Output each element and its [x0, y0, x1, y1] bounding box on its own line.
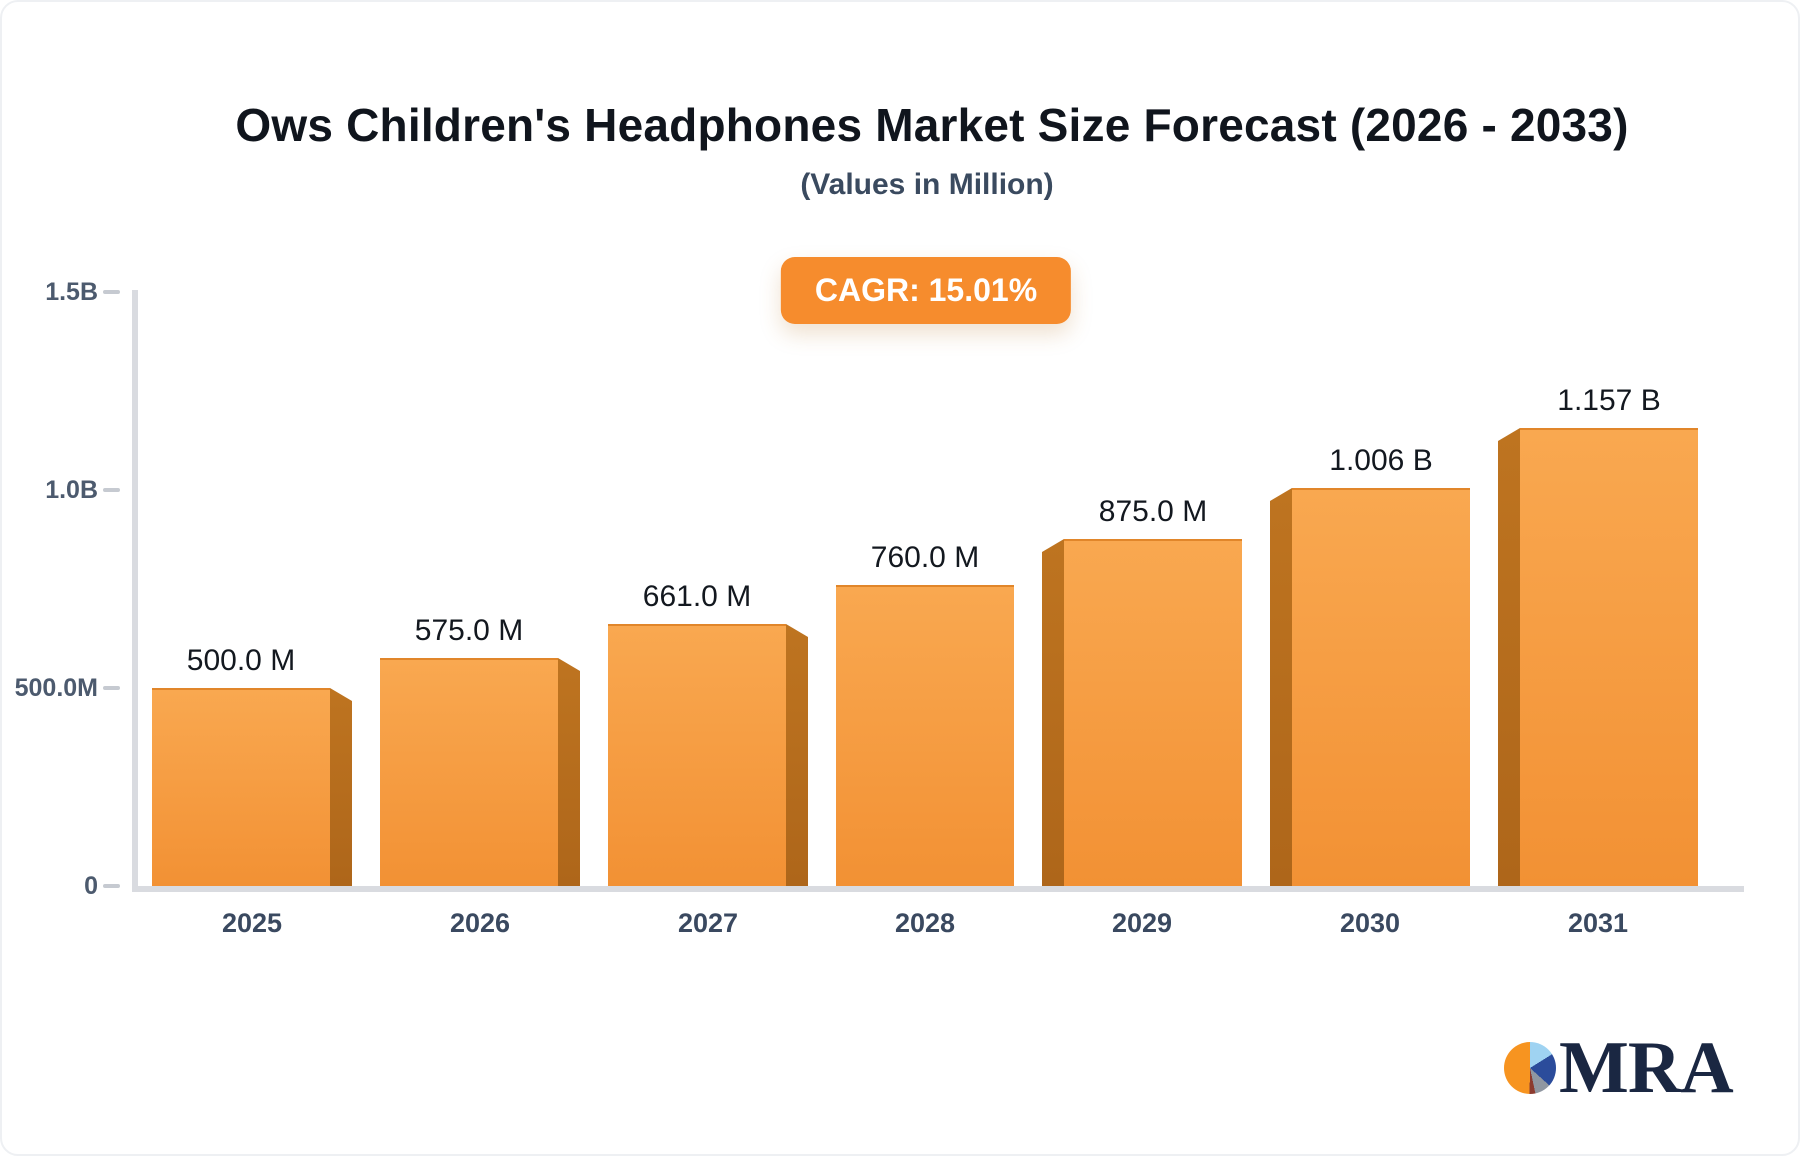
y-axis-label: 0 — [84, 872, 98, 900]
bar-value-label: 661.0 M — [642, 580, 752, 613]
y-axis-tick — [103, 290, 120, 294]
y-axis-tick — [103, 884, 120, 888]
x-axis-label: 2026 — [449, 908, 511, 938]
bar-value-label: 1.157 B — [1557, 384, 1661, 417]
bar-value-label: 760.0 M — [870, 541, 980, 574]
bar-3d-side — [1498, 428, 1520, 886]
y-axis-label: 1.0B — [45, 476, 98, 504]
y-axis-label: 500.0M — [14, 674, 98, 702]
bar — [152, 688, 330, 886]
x-axis-label: 2028 — [894, 908, 956, 938]
x-axis-label: 2031 — [1567, 908, 1629, 938]
bar-value-label: 875.0 M — [1098, 495, 1208, 528]
x-axis-label: 2029 — [1111, 908, 1173, 938]
bar-value-label: 1.006 B — [1329, 444, 1433, 477]
bar — [608, 624, 786, 886]
bar-3d-side — [1042, 539, 1064, 886]
y-axis-label: 1.5B — [45, 278, 98, 306]
brand-logo-text: MRA — [1559, 1027, 1734, 1109]
bar — [380, 658, 558, 886]
y-axis-tick — [103, 488, 120, 492]
cagr-badge: CAGR: 15.01% — [780, 257, 1072, 324]
bar — [1520, 428, 1698, 886]
bar — [1064, 539, 1242, 886]
y-axis-line — [132, 290, 138, 892]
bar-value-label: 500.0 M — [186, 644, 296, 677]
bar-3d-side — [558, 658, 580, 886]
x-axis-line — [132, 886, 1744, 892]
bar-value-label: 575.0 M — [414, 614, 524, 647]
x-axis-label: 2025 — [221, 908, 283, 938]
chart-subtitle: (Values in Million) — [800, 168, 1054, 201]
bar-3d-side — [786, 624, 808, 886]
bar-3d-side — [1270, 488, 1292, 886]
bar — [836, 585, 1014, 886]
bar — [1292, 488, 1470, 886]
pie-chart-logo-icon — [1504, 1042, 1556, 1094]
x-axis-label: 2027 — [677, 908, 739, 938]
x-axis-label: 2030 — [1339, 908, 1401, 938]
y-axis-tick — [103, 686, 120, 690]
brand-logo: MRA — [1504, 1027, 1734, 1109]
chart-title: Ows Children's Headphones Market Size Fo… — [235, 99, 1629, 151]
bar-3d-side — [330, 688, 352, 886]
